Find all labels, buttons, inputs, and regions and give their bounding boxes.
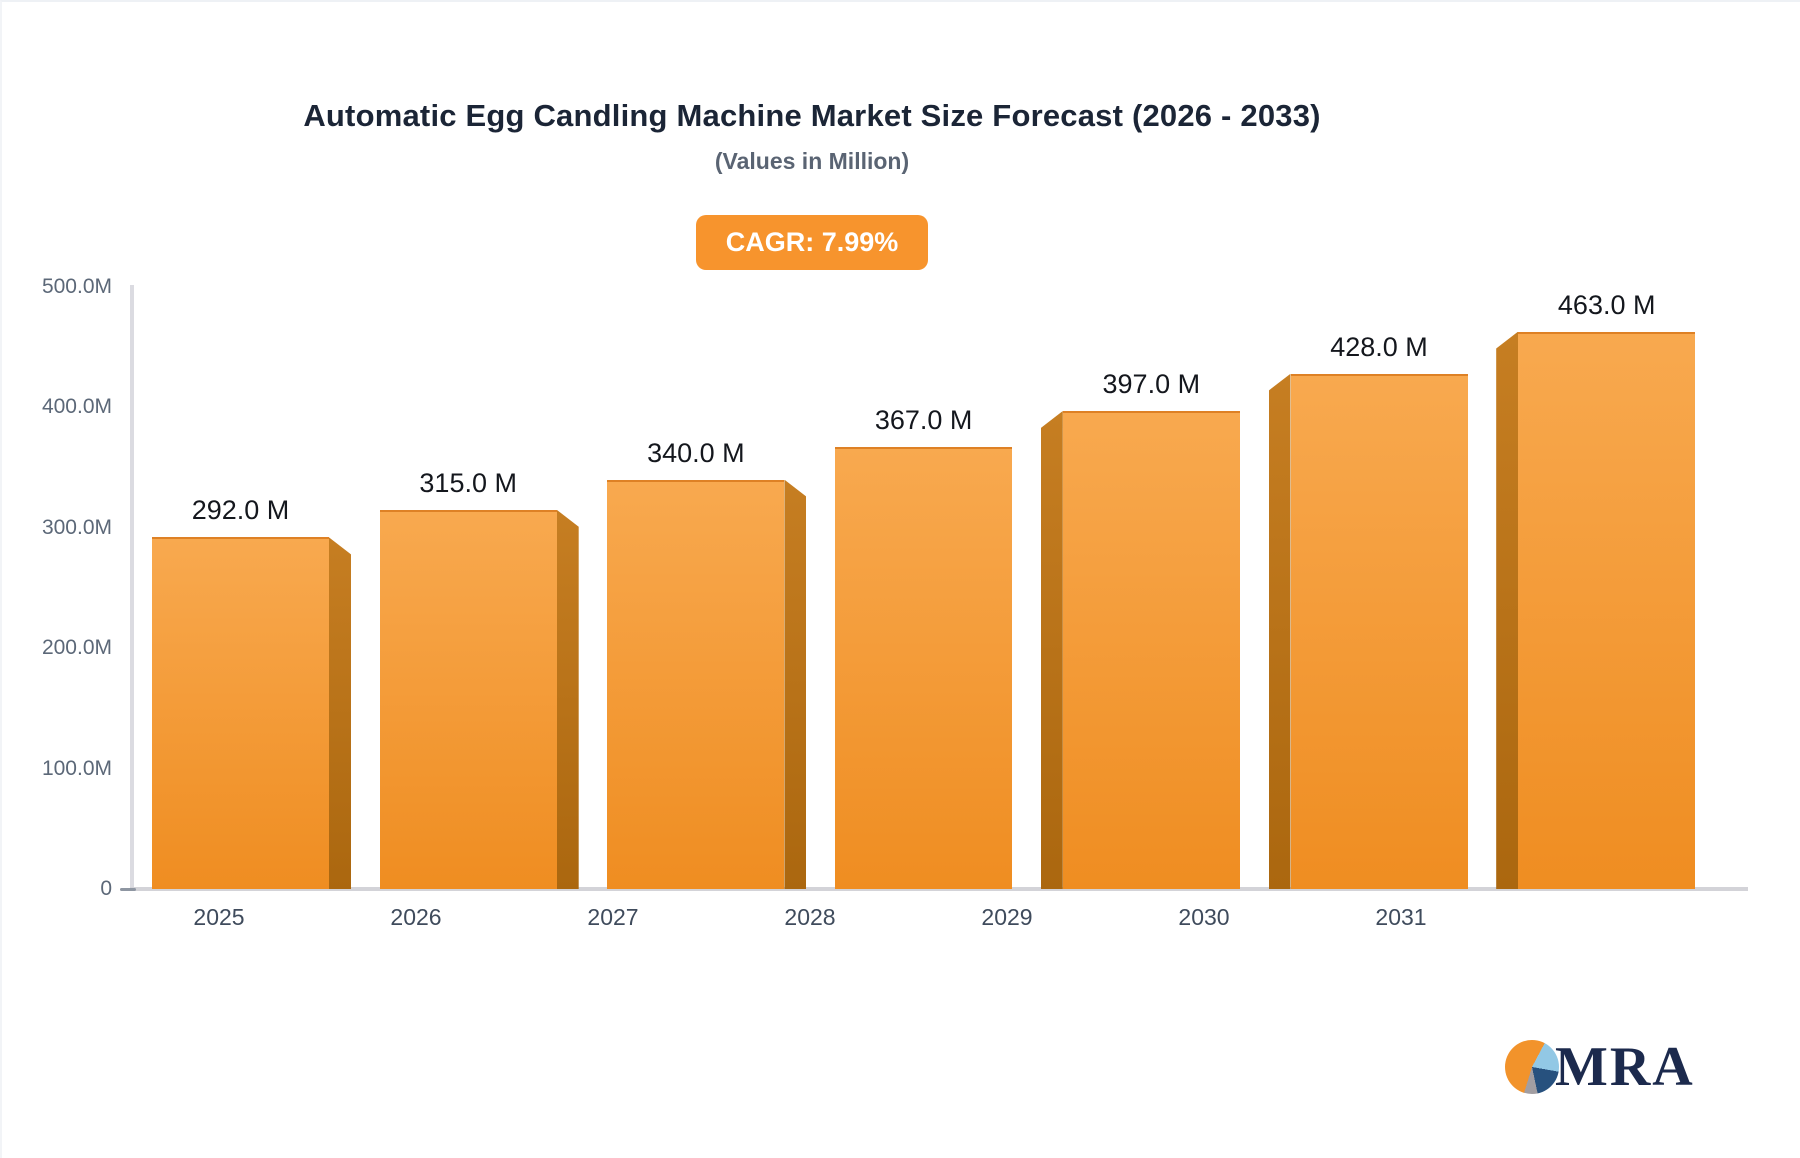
y-axis-label: 100.0M: [41, 756, 112, 780]
bar-side-face: [1040, 411, 1063, 889]
bar-face: [1518, 331, 1696, 889]
x-axis-label: 2028: [784, 904, 836, 930]
chart-header: Automatic Egg Candling Machine Market Si…: [2, 2, 1622, 270]
x-axis-label: 2030: [1178, 904, 1230, 930]
brand-logo: MRA: [1505, 1036, 1695, 1098]
bar-side-face: [556, 509, 579, 889]
y-axis-label: 300.0M: [41, 515, 112, 539]
x-axis-label: 2029: [981, 904, 1033, 930]
logo-text: MRA: [1555, 1036, 1695, 1098]
x-axis-label: 2031: [1375, 904, 1427, 930]
bar-value-label: 428.0 M: [1330, 331, 1428, 362]
bar-value-label: 340.0 M: [647, 437, 745, 468]
bar-side-face: [1268, 373, 1291, 889]
cagr-badge: CAGR: 7.99%: [695, 215, 929, 270]
y-axis-label: 0: [100, 877, 112, 900]
y-axis-label: 400.0M: [41, 395, 112, 419]
bar-face: [1062, 411, 1240, 889]
bar-face: [379, 509, 557, 889]
y-axis-label: 200.0M: [41, 636, 112, 660]
page-title: Automatic Egg Candling Machine Market Si…: [303, 98, 1321, 133]
bar-side-face: [1496, 331, 1519, 889]
bar-value-label: 367.0 M: [874, 405, 973, 436]
logo-pie-icon: [1505, 1040, 1559, 1094]
x-axis-label: 2026: [390, 904, 442, 930]
bar-side-face: [784, 479, 807, 889]
y-axis-line: [130, 285, 134, 891]
bar-face: [835, 447, 1013, 889]
bar-side-face: [329, 537, 351, 889]
x-axis-label: 2025: [193, 904, 245, 930]
bar-value-label: 463.0 M: [1557, 289, 1656, 320]
bar-value-label: 315.0 M: [419, 467, 517, 498]
page-subtitle: (Values in Million): [714, 148, 910, 174]
y-axis-label: 500.0M: [41, 275, 112, 298]
bar-face: [1290, 373, 1468, 889]
bar-face: [152, 537, 329, 889]
bar-value-label: 397.0 M: [1102, 369, 1201, 399]
bar-face: [607, 479, 785, 889]
bar-value-label: 292.0 M: [191, 495, 290, 526]
x-axis-baseline: [130, 887, 1748, 891]
x-axis-label: 2027: [587, 904, 639, 930]
zero-tick-dash: [120, 888, 136, 891]
